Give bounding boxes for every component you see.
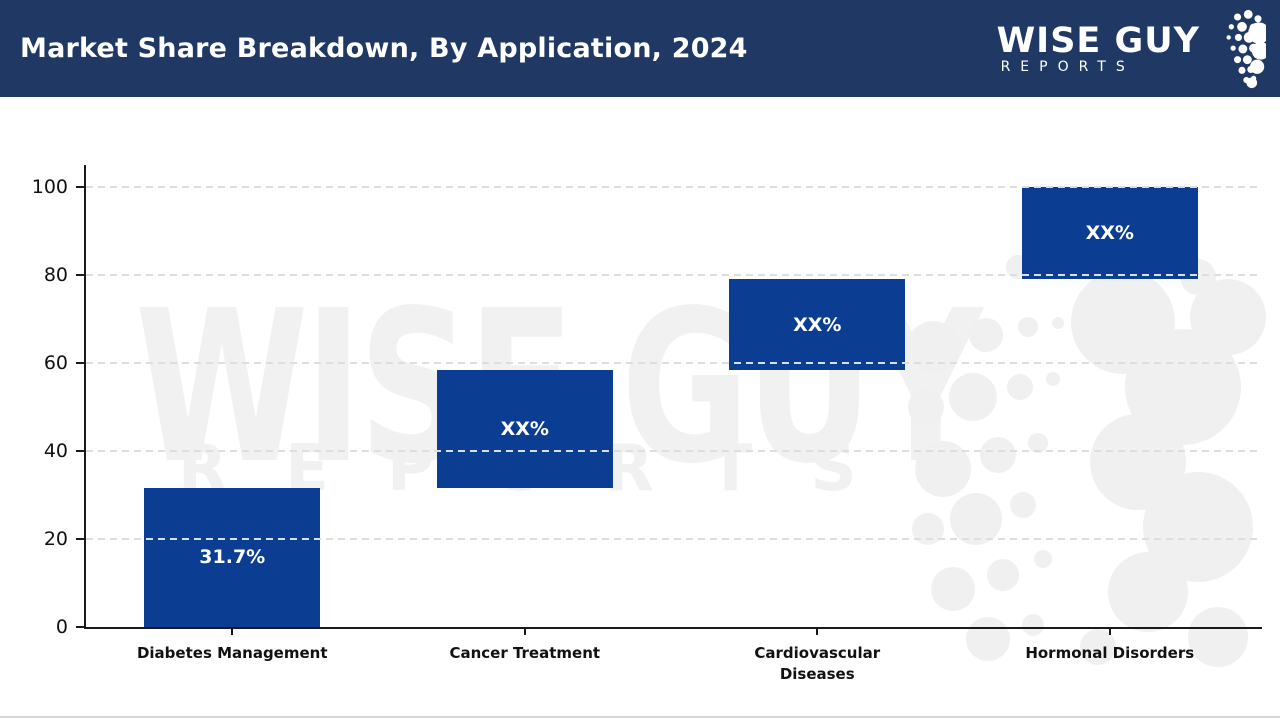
bar-value-label-diabetes-management: 31.7%: [199, 546, 266, 569]
bottom-divider: [0, 716, 1280, 718]
bar-cardiovascular-diseases: [729, 278, 906, 371]
bar-value-label-hormonal-disorders: XX%: [1085, 221, 1134, 244]
bar-value-label-cancer-treatment: XX%: [500, 418, 549, 440]
y-tick-label-80: 80: [43, 264, 68, 286]
y-tick-mark-0: [76, 626, 85, 628]
bar-diabetes-management: [144, 487, 321, 627]
y-tick-mark-80: [76, 274, 85, 276]
logo-wordmark-main: WISE GUY: [996, 20, 1200, 61]
wiseguy-logo: WISE GUY REPORTS: [997, 7, 1266, 91]
x-category-label-cardiovascular-diseases: Cardiovascular Diseases: [754, 644, 881, 683]
x-axis-line: [84, 627, 1262, 629]
x-tick-mark-diabetes-management: [231, 629, 234, 635]
header-bar: Market Share Breakdown, By Application, …: [0, 0, 1280, 97]
plot-area: 0 20 40 60 80 100 31.7% Diabetes Management XX% C…: [0, 97, 1280, 720]
logo-wordmark-sub: REPORTS: [1000, 58, 1135, 75]
y-tick-label-40: 40: [43, 440, 68, 462]
y-tick-mark-20: [76, 538, 85, 540]
y-tick-label-20: 20: [43, 528, 68, 550]
x-tick-mark-cardiovascular-diseases: [816, 629, 819, 635]
bar-value-label-cardiovascular-diseases: XX%: [793, 313, 842, 336]
bar-cancer-treatment: [436, 370, 613, 488]
y-tick-label-0: 0: [55, 616, 68, 638]
gridline-20: [86, 538, 1262, 540]
y-tick-mark-100: [76, 186, 85, 188]
gridline-40: [86, 450, 1262, 452]
y-tick-label-100: 100: [31, 176, 68, 198]
y-tick-mark-60: [76, 362, 85, 364]
x-category-label-hormonal-disorders: Hormonal Disorders: [1025, 644, 1195, 662]
logo-head-icon: [1226, 9, 1266, 88]
page-title: Market Share Breakdown, By Application, …: [20, 33, 748, 64]
x-category-label-diabetes-management: Diabetes Management: [136, 644, 328, 662]
x-category-label-cancer-treatment: Cancer Treatment: [449, 644, 601, 662]
logo-wordmark: WISE GUY REPORTS: [997, 23, 1200, 75]
y-tick-mark-40: [76, 450, 85, 452]
gridline-100: [86, 186, 1262, 188]
gridline-60: [86, 362, 1262, 364]
y-axis-line: [84, 165, 86, 629]
gridline-80: [86, 274, 1262, 276]
x-tick-mark-cancer-treatment: [523, 629, 526, 635]
x-tick-mark-hormonal-disorders: [1108, 629, 1111, 635]
y-tick-label-60: 60: [43, 352, 68, 374]
